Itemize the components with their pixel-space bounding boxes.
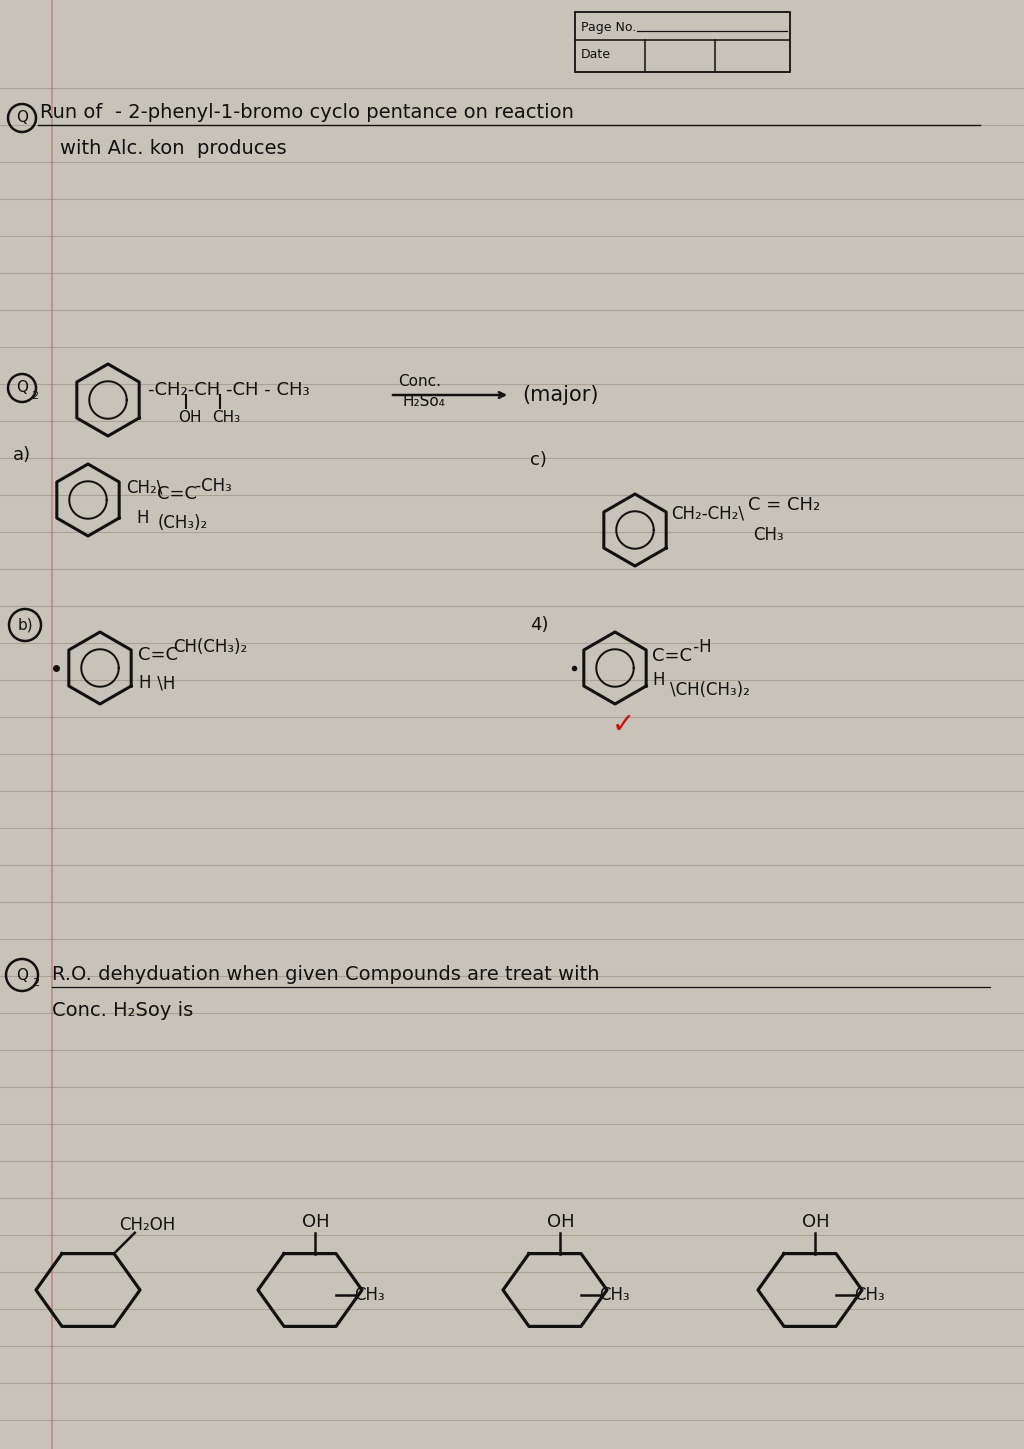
Text: CH(CH₃)₂: CH(CH₃)₂ [173,638,247,656]
Text: Conc. H₂Soy is: Conc. H₂Soy is [52,1000,194,1020]
Text: b): b) [17,617,33,633]
Text: H: H [136,509,148,527]
Text: CH₂-CH₂\: CH₂-CH₂\ [671,504,744,522]
Text: with Alc. kon  produces: with Alc. kon produces [60,139,287,158]
Text: C=C: C=C [652,648,692,665]
Text: Date: Date [581,48,611,61]
Text: Q: Q [16,381,28,396]
Text: \CH(CH₃)₂: \CH(CH₃)₂ [670,681,750,698]
Text: 2: 2 [31,391,38,401]
Text: CH₃: CH₃ [854,1287,885,1304]
Text: Page No.: Page No. [581,22,636,35]
Text: OH: OH [802,1213,829,1232]
Text: CH₃: CH₃ [212,410,240,426]
Text: CH₃: CH₃ [753,526,783,543]
Text: -CH₂-CH -CH - CH₃: -CH₂-CH -CH - CH₃ [148,381,309,398]
Text: CH₃: CH₃ [354,1287,385,1304]
Text: Q: Q [16,968,28,982]
Text: C = CH₂: C = CH₂ [748,496,820,514]
Text: OH: OH [178,410,202,426]
Text: CH₃: CH₃ [599,1287,630,1304]
Text: H: H [138,674,151,693]
Text: CH₂OH: CH₂OH [119,1216,175,1235]
Text: 4): 4) [530,616,549,635]
Text: Q: Q [16,110,28,126]
Text: C=C: C=C [157,485,197,503]
Text: (CH₃)₂: (CH₃)₂ [158,514,208,532]
Text: Conc.: Conc. [398,374,441,390]
Text: -H: -H [688,638,712,656]
Text: H₂So₄: H₂So₄ [402,394,444,410]
Text: Run of  - 2-phenyl-1-bromo cyclo pentance on reaction: Run of - 2-phenyl-1-bromo cyclo pentance… [40,103,573,123]
Text: OH: OH [302,1213,330,1232]
Text: R.O. dehyduation when given Compounds are treat with: R.O. dehyduation when given Compounds ar… [52,965,599,984]
Text: 2: 2 [32,978,39,988]
Text: -CH₃: -CH₃ [190,477,231,496]
Text: ✓: ✓ [612,711,635,739]
Text: (major): (major) [522,385,598,406]
Text: OH: OH [547,1213,574,1232]
Text: a): a) [13,446,31,464]
Text: c): c) [530,451,547,469]
Text: C=C: C=C [138,646,178,664]
Text: H: H [652,671,665,690]
Text: \H: \H [152,674,175,693]
Bar [575,12,790,72]
Text: CH₂\: CH₂\ [126,478,163,496]
